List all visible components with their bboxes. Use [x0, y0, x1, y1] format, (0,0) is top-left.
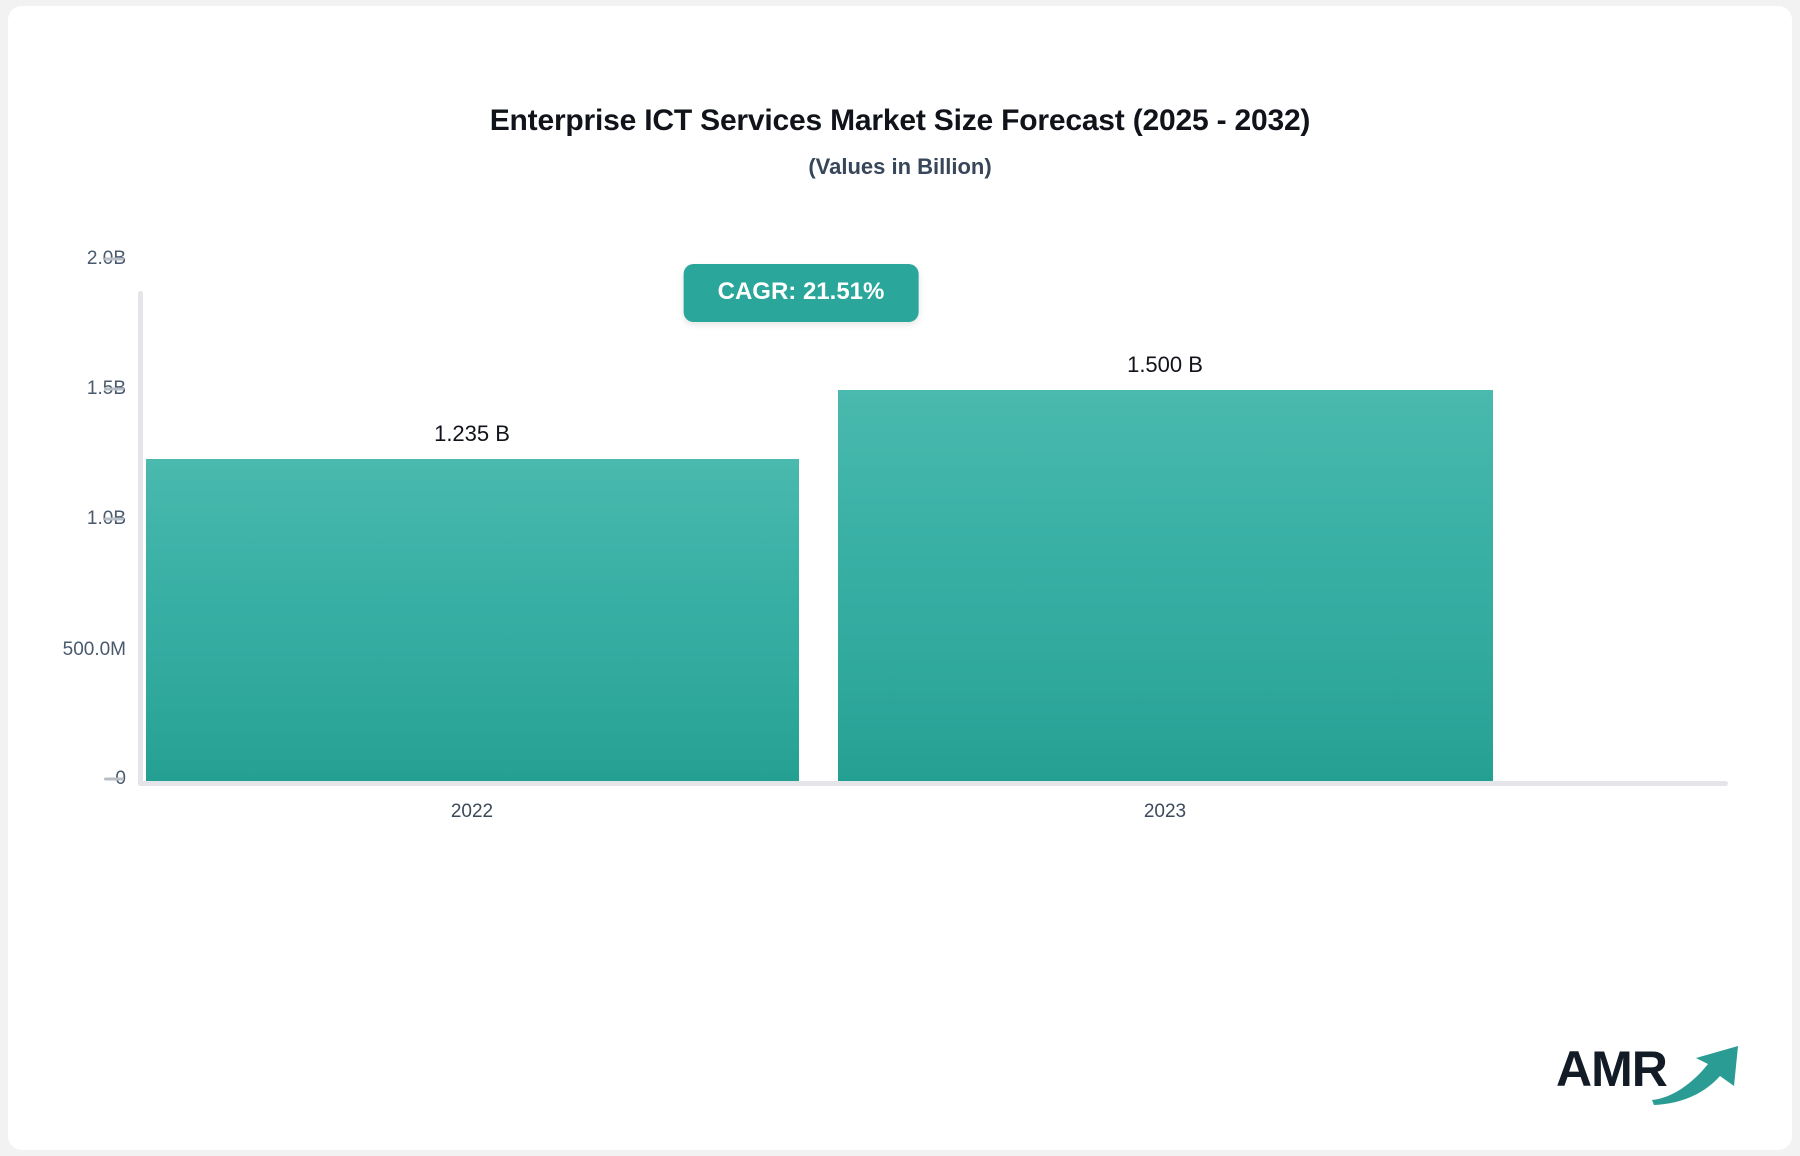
- y-tick-mark-1: [104, 387, 124, 391]
- x-tick-label-2022: 2022: [450, 801, 494, 822]
- y-tick-mark-4: [104, 777, 124, 781]
- y-axis-line: [138, 291, 143, 786]
- y-tick-mark-0: [104, 257, 124, 261]
- amr-logo-text: AMR: [1556, 1041, 1668, 1097]
- bar-2022[interactable]: [146, 458, 799, 781]
- chart-canvas: Enterprise ICT Services Market Size Fore…: [8, 6, 1792, 1150]
- cagr-badge: CAGR: 21.51%: [683, 264, 919, 322]
- rising-arrow-icon: [1652, 1046, 1738, 1105]
- y-tick-label-3: 500.0M: [62, 639, 126, 660]
- bar-value-label-2023: 1.500 B: [1127, 351, 1203, 377]
- y-tick-mark-2: [104, 517, 124, 521]
- x-axis-line: [138, 781, 1728, 786]
- bar-value-label-2022: 1.235 B: [434, 420, 510, 446]
- chart-subtitle: (Values in Billion): [808, 154, 992, 179]
- plot-area: 2.0B 1.5B 1.0B 500.0M 0 1.235 B 1.500 B …: [8, 6, 1792, 1150]
- x-tick-label-2023: 2023: [1143, 801, 1187, 822]
- amr-logo: AMR: [1556, 1034, 1746, 1114]
- chart-title: Enterprise ICT Services Market Size Fore…: [489, 104, 1311, 137]
- bar-2023[interactable]: [838, 389, 1493, 781]
